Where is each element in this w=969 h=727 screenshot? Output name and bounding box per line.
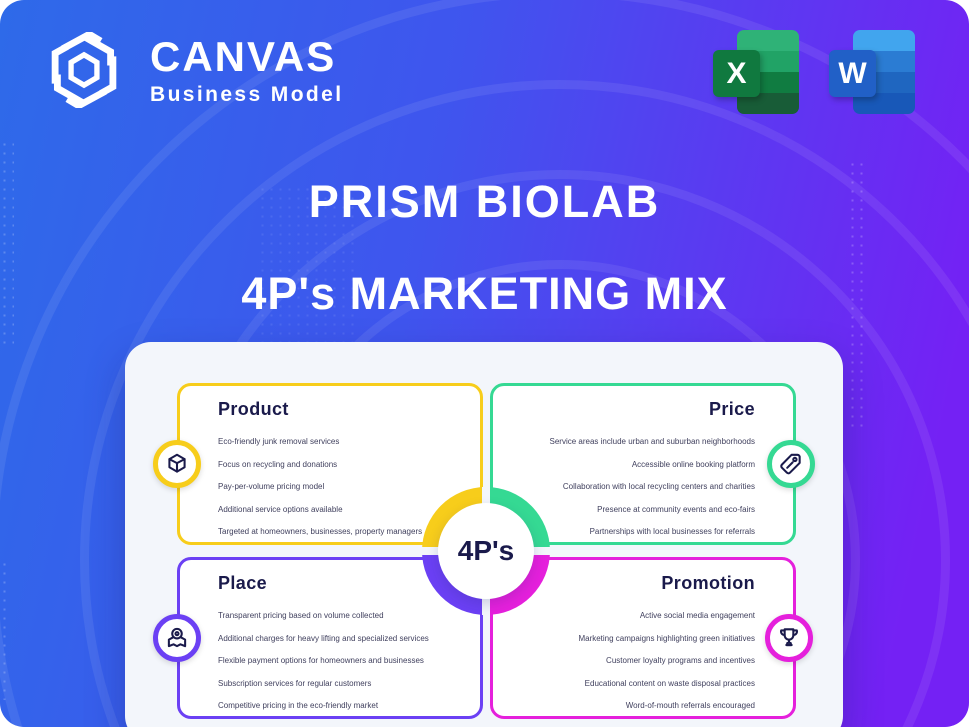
trophy-icon [780, 628, 798, 647]
hexagon-logo-icon [46, 30, 122, 110]
quadrant-item: Flexible payment options for homeowners … [218, 656, 424, 665]
quadrant-item: Focus on recycling and donations [218, 459, 338, 469]
quadrant-item: Marketing campaigns highlighting green i… [578, 633, 755, 643]
quadrant-item: Educational content on waste disposal pr… [584, 678, 755, 688]
quadrant-item: Accessible online booking platform [631, 459, 755, 469]
brand-tagline: Business Model [150, 82, 344, 106]
quadrant-item: Targeted at homeowners, businesses, prop… [218, 527, 423, 536]
quadrant-item: Service areas include urban and suburban… [549, 437, 755, 446]
dot-pattern [848, 160, 864, 430]
quadrant-item: Transparent pricing based on volume coll… [218, 611, 384, 620]
quadrant-item: Eco-friendly junk removal services [218, 437, 340, 446]
quadrant-item: Active social media engagement [639, 611, 755, 620]
quadrant-item: Customer loyalty programs and incentives [606, 656, 755, 665]
brand-name: CANVAS [150, 33, 337, 81]
center-circle: 4P's [438, 503, 534, 599]
quadrant-title: Product [218, 399, 289, 419]
quadrant-title: Price [708, 399, 755, 419]
cube-icon [168, 453, 186, 473]
word-letter: W [829, 50, 876, 97]
quadrant-item: Additional charges for heavy lifting and… [218, 633, 429, 643]
excel-letter: X [713, 50, 760, 97]
promotion-icon-badge [765, 614, 813, 662]
quadrant-promotion: Promotion Active social media engagement… [490, 557, 796, 719]
dot-pattern [0, 560, 12, 700]
word-file-icon[interactable]: W [829, 28, 917, 116]
quadrant-item: Additional service options available [218, 504, 343, 514]
quadrant-item: Competitive pricing in the eco-friendly … [218, 701, 379, 710]
quadrant-item: Partnerships with local businesses for r… [589, 527, 755, 536]
product-icon-badge [153, 440, 201, 488]
excel-file-icon[interactable]: X [713, 28, 801, 116]
company-title: PRISM BIOLAB [308, 176, 661, 227]
quadrant-item: Word-of-mouth referrals encouraged [625, 701, 755, 710]
file-format-icons: X W [713, 28, 917, 116]
quadrant-title: Place [218, 573, 268, 593]
dot-pattern [0, 140, 14, 350]
quadrant-item: Pay-per-volume pricing model [218, 482, 325, 491]
price-icon-badge [767, 440, 815, 488]
quadrant-item: Collaboration with local recycling cente… [562, 482, 755, 491]
price-tag-icon [780, 453, 801, 475]
place-icon-badge [153, 614, 201, 662]
content-card: Product Eco-friendly junk removal servic… [125, 342, 843, 727]
quadrant-item: Presence at community events and eco-fai… [597, 504, 755, 514]
quadrant-item: Subscription services for regular custom… [218, 678, 372, 688]
map-pin-icon [167, 627, 187, 648]
center-label: 4P's [457, 535, 515, 566]
quadrant-title: Promotion [661, 573, 755, 593]
brand-logo: CANVAS Business Model [46, 30, 344, 110]
page-title: 4P's MARKETING MIX [241, 268, 728, 319]
